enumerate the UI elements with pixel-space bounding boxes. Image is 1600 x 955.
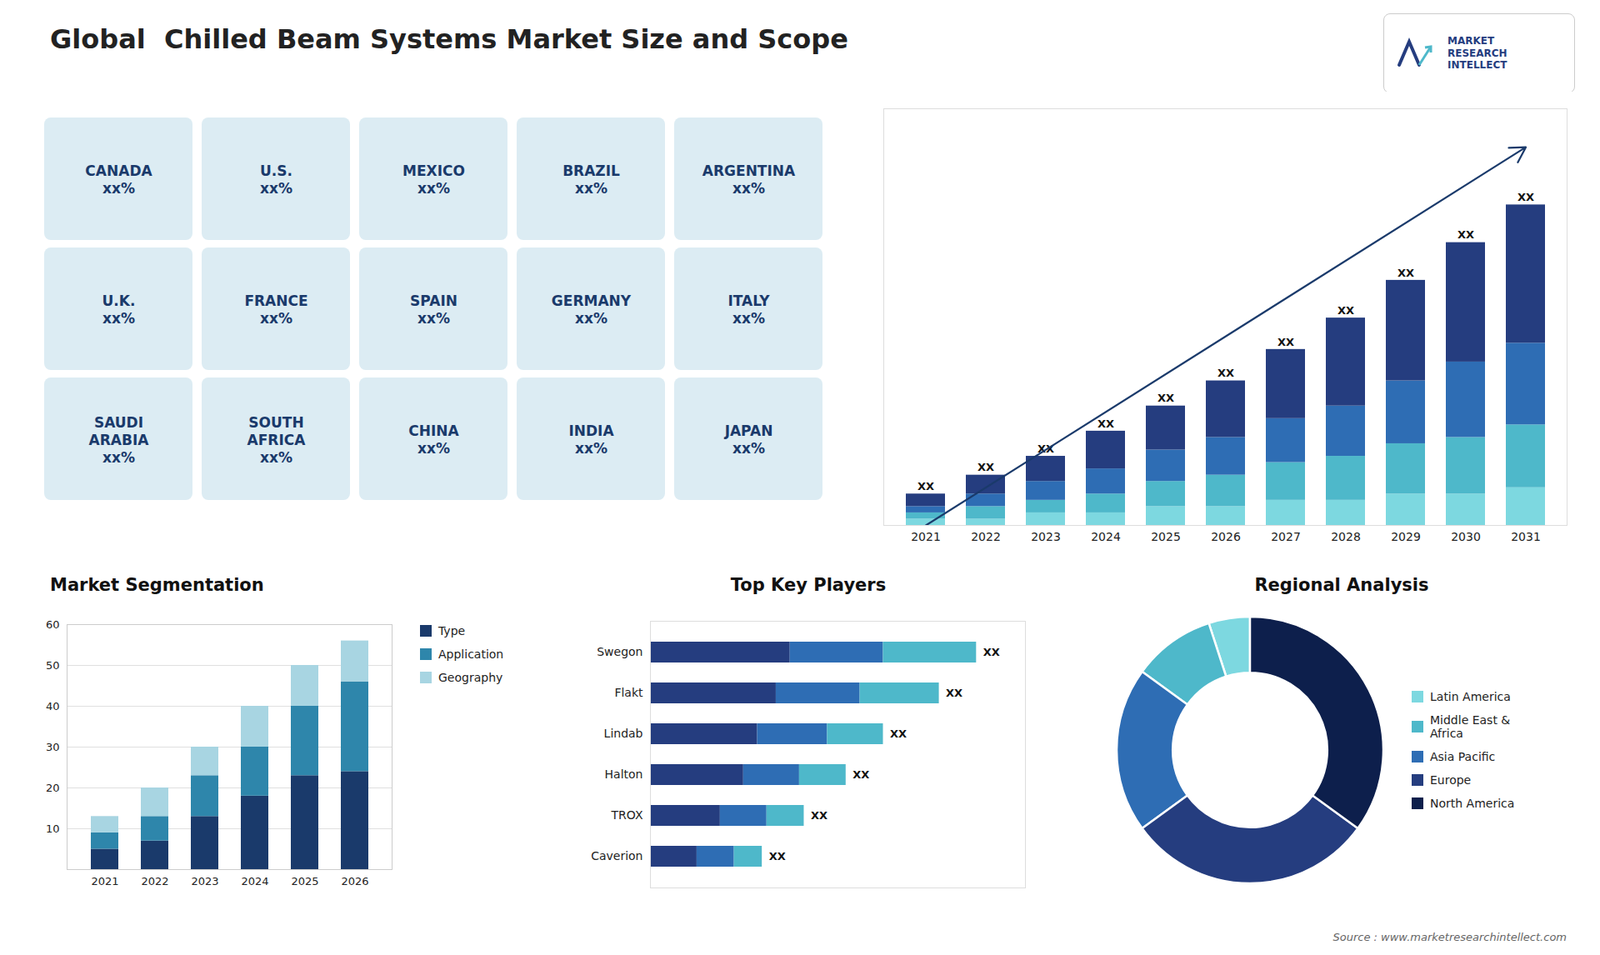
- svg-text:2021: 2021: [910, 530, 941, 544]
- svg-text:2031: 2031: [1510, 530, 1541, 544]
- svg-text:Caverion: Caverion: [590, 849, 643, 863]
- svg-text:XX: XX: [1337, 304, 1355, 317]
- svg-text:XX: XX: [945, 686, 963, 700]
- svg-text:TROX: TROX: [610, 808, 644, 822]
- html-text:Type: Type: [438, 624, 466, 638]
- svg-text:XX: XX: [1457, 228, 1475, 241]
- svg-text:XX: XX: [983, 645, 1000, 659]
- svg-text:INDIAxx%: INDIAxx%: [568, 422, 615, 457]
- svg-text:XX: XX: [1517, 190, 1535, 204]
- html-text:Geography: Geography: [438, 670, 503, 685]
- svg-text:XX: XX: [1097, 417, 1115, 430]
- svg-text:50: 50: [45, 659, 60, 672]
- svg-text:2028: 2028: [1330, 530, 1361, 544]
- svg-text:Flakt: Flakt: [614, 685, 644, 700]
- svg-text:XX: XX: [769, 850, 786, 863]
- svg-text:SPAINxx%: SPAINxx%: [410, 292, 458, 327]
- svg-text:2025: 2025: [1150, 530, 1181, 544]
- svg-text:XX: XX: [1277, 335, 1295, 348]
- svg-text:2024: 2024: [1090, 530, 1121, 544]
- svg-text:XX: XX: [917, 480, 935, 493]
- svg-text:20: 20: [45, 781, 60, 795]
- html-text:North America: North America: [1430, 796, 1515, 810]
- svg-text:SOUTHAFRICAxx%: SOUTHAFRICAxx%: [247, 414, 307, 467]
- svg-text:U.K.xx%: U.K.xx%: [102, 292, 136, 327]
- svg-text:2025: 2025: [290, 875, 319, 888]
- svg-text:ARGENTINAxx%: ARGENTINAxx%: [702, 162, 796, 197]
- svg-text:FRANCExx%: FRANCExx%: [244, 292, 308, 327]
- svg-text:40: 40: [45, 700, 60, 713]
- html-text:Global Chilled Beam Systems Ma: Global Chilled Beam Systems Market Size …: [50, 23, 849, 55]
- html-text:Regional Analysis: Regional Analysis: [1254, 575, 1429, 595]
- html-text:MARKET RESEARCH INTELLECT: MARKET RESEARCH INTELLECT: [1447, 35, 1508, 71]
- svg-text:Swegon: Swegon: [596, 645, 643, 659]
- svg-text:2022: 2022: [140, 875, 169, 888]
- svg-text:JAPANxx%: JAPANxx%: [724, 422, 774, 457]
- svg-text:XX: XX: [1217, 366, 1235, 380]
- html-text:Middle East & Africa: Middle East & Africa: [1430, 713, 1511, 740]
- html-text:Top Key Players: Top Key Players: [730, 575, 886, 595]
- svg-text:2023: 2023: [1030, 530, 1061, 544]
- svg-text:2027: 2027: [1270, 530, 1301, 544]
- svg-text:2026: 2026: [1210, 530, 1241, 544]
- html-text:Application: Application: [438, 647, 504, 661]
- svg-text:Halton: Halton: [605, 767, 644, 781]
- svg-text:10: 10: [45, 822, 60, 835]
- svg-text:2021: 2021: [90, 875, 119, 888]
- svg-text:XX: XX: [890, 727, 907, 740]
- svg-text:2024: 2024: [240, 875, 269, 888]
- svg-text:Lindab: Lindab: [604, 726, 644, 740]
- svg-text:ITALYxx%: ITALYxx%: [727, 292, 770, 327]
- svg-text:U.S.xx%: U.S.xx%: [260, 162, 293, 197]
- svg-text:2022: 2022: [970, 530, 1001, 544]
- svg-text:GERMANYxx%: GERMANYxx%: [551, 292, 632, 327]
- svg-text:SAUDIARABIAxx%: SAUDIARABIAxx%: [89, 414, 150, 467]
- svg-text:2026: 2026: [340, 875, 369, 888]
- html-text:Europe: Europe: [1430, 773, 1471, 787]
- svg-text:CHINAxx%: CHINAxx%: [408, 422, 460, 457]
- svg-text:MEXICOxx%: MEXICOxx%: [402, 162, 465, 197]
- html-text:Latin America: Latin America: [1430, 690, 1511, 704]
- svg-text:XX: XX: [1037, 442, 1055, 455]
- svg-text:XX: XX: [852, 768, 870, 781]
- svg-text:CANADAxx%: CANADAxx%: [85, 162, 153, 197]
- svg-text:2030: 2030: [1450, 530, 1481, 544]
- svg-text:XX: XX: [1397, 266, 1415, 280]
- svg-text:2029: 2029: [1390, 530, 1421, 544]
- html-text:Source : www.marketresearchint: Source : www.marketresearchintellect.com: [1332, 930, 1567, 944]
- svg-text:2023: 2023: [190, 875, 219, 888]
- svg-text:XX: XX: [810, 809, 828, 822]
- html-text:Asia Pacific: Asia Pacific: [1430, 750, 1496, 764]
- svg-text:30: 30: [45, 740, 60, 754]
- svg-text:XX: XX: [1157, 391, 1175, 405]
- html-text:Market Segmentation: Market Segmentation: [50, 575, 264, 595]
- svg-text:XX: XX: [977, 460, 995, 474]
- svg-text:60: 60: [45, 618, 60, 631]
- svg-text:BRAZILxx%: BRAZILxx%: [562, 162, 620, 197]
